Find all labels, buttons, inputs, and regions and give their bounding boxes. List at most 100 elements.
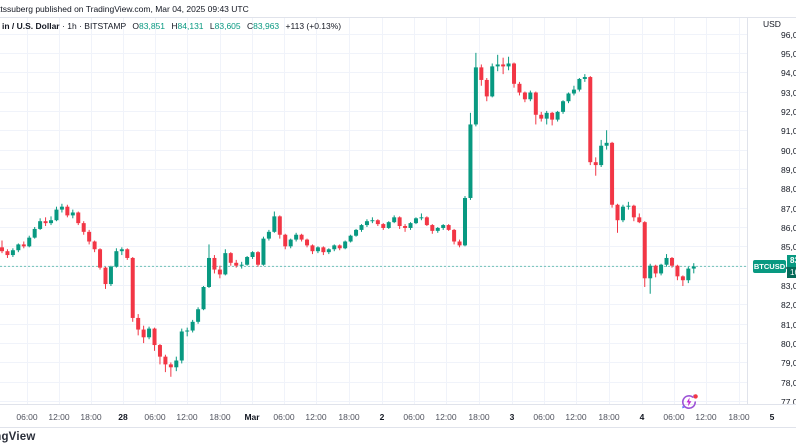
candle-body: [212, 257, 217, 270]
candle-body: [321, 247, 326, 253]
candle-body: [239, 264, 244, 266]
candle-body: [81, 223, 86, 232]
candle-body: [419, 217, 424, 219]
candlestick-chart[interactable]: [0, 18, 747, 404]
time-axis-label: 12:00: [565, 412, 587, 422]
price-axis[interactable]: 96,000 95,000 94,000 93,000 92,000 91,000 90,0…: [747, 18, 796, 407]
candle-body: [234, 262, 239, 266]
candle-body: [544, 112, 549, 119]
time-axis-label: 4: [639, 412, 645, 422]
candle-body: [245, 256, 250, 265]
candle-body: [206, 257, 211, 287]
price-axis-label: 85,000: [781, 242, 796, 253]
bar-countdown: 16: [787, 267, 796, 278]
brand-bar: adingView: [0, 427, 796, 445]
candle-body: [190, 321, 195, 331]
replay-sticker-icon[interactable]: [679, 392, 699, 412]
chart-area[interactable]: in / U.S. Dollar · 1h · BITSTAMP O83,851…: [0, 18, 796, 404]
candle-body: [566, 93, 571, 102]
candle-body: [305, 239, 310, 246]
candle-body: [631, 205, 636, 218]
candle-body: [201, 286, 206, 310]
candle-body: [10, 250, 15, 256]
close-value: 83,963: [253, 21, 280, 31]
candle-body: [430, 225, 435, 231]
candle-body: [256, 252, 261, 265]
candle-body: [397, 217, 402, 227]
time-axis-label: 18:00: [209, 412, 231, 422]
candle-body: [87, 231, 92, 242]
exchange-label: BITSTAMP: [84, 21, 127, 31]
candle-body: [539, 114, 544, 119]
candle-body: [359, 225, 364, 230]
candle-body: [659, 264, 664, 274]
candle-body: [375, 220, 380, 225]
candle-body: [571, 89, 576, 94]
time-axis-label: 28: [118, 412, 128, 422]
candle-body: [76, 212, 81, 224]
price-axis-label: 93,000: [781, 87, 796, 98]
candle-body: [108, 266, 113, 285]
candle-body: [484, 79, 489, 97]
candle-body: [152, 328, 157, 346]
candle-body: [266, 231, 271, 239]
separator: ·: [62, 21, 65, 31]
high-letter: H: [171, 21, 178, 31]
candle-body: [691, 266, 696, 269]
candle-body: [250, 252, 255, 257]
candle-body: [435, 227, 440, 231]
candle-body: [5, 251, 10, 256]
low-letter: L: [209, 21, 215, 31]
time-axis-label: 06:00: [144, 412, 166, 422]
candle-body: [174, 360, 179, 368]
low-value: 83,605: [214, 21, 241, 31]
candle-body: [337, 245, 342, 249]
candle-body: [119, 249, 124, 252]
candle-body: [620, 206, 625, 221]
candle-body: [626, 205, 631, 207]
candle-body: [49, 220, 54, 224]
candle-body: [457, 241, 462, 246]
candle-body: [599, 145, 604, 166]
close-letter: C: [247, 21, 254, 31]
candle-body: [326, 249, 331, 253]
candle-body: [141, 329, 146, 338]
high-value: 84,131: [177, 21, 204, 31]
time-axis[interactable]: 2706:0012:0018:002806:0012:0018:00Mar06:…: [0, 404, 796, 428]
candle-body: [408, 223, 413, 228]
candle-body: [506, 63, 511, 67]
candle-body: [462, 197, 467, 246]
candle-body: [70, 212, 75, 216]
interval-label[interactable]: 1h: [67, 21, 77, 31]
last-price-value: 83,963: [787, 255, 796, 267]
candle-body: [610, 142, 615, 205]
open-value: 83,851: [139, 21, 166, 31]
candle-body: [332, 245, 337, 250]
price-axis-label: 83,000: [781, 281, 796, 292]
time-axis-label: 18:00: [728, 412, 750, 422]
price-axis-label: 88,000: [781, 184, 796, 195]
candle-body: [310, 245, 315, 252]
price-axis-label: 79,000: [781, 358, 796, 369]
candle-body: [299, 234, 304, 240]
candle-body: [163, 356, 168, 365]
candle-body: [582, 77, 587, 79]
publisher-attribution: ttssuberg published on TradingView.com, …: [0, 4, 249, 14]
symbol-ohlc-row: in / U.S. Dollar · 1h · BITSTAMP O83,851…: [2, 21, 341, 31]
candle-body: [196, 309, 201, 322]
candle-body: [637, 217, 642, 223]
candle-body: [675, 265, 680, 277]
candle-body: [354, 229, 359, 236]
candle-body: [479, 67, 484, 80]
candle-body: [27, 237, 32, 247]
candle-body: [179, 331, 184, 361]
time-axis-label: 12:00: [305, 412, 327, 422]
candle-body: [54, 209, 59, 221]
candle-body: [522, 92, 527, 100]
time-axis-label: 06:00: [663, 412, 685, 422]
price-axis-label: 92,000: [781, 106, 796, 117]
price-scale-unit: USD: [763, 19, 781, 29]
candle-body: [604, 142, 609, 146]
candle-body: [217, 269, 222, 275]
